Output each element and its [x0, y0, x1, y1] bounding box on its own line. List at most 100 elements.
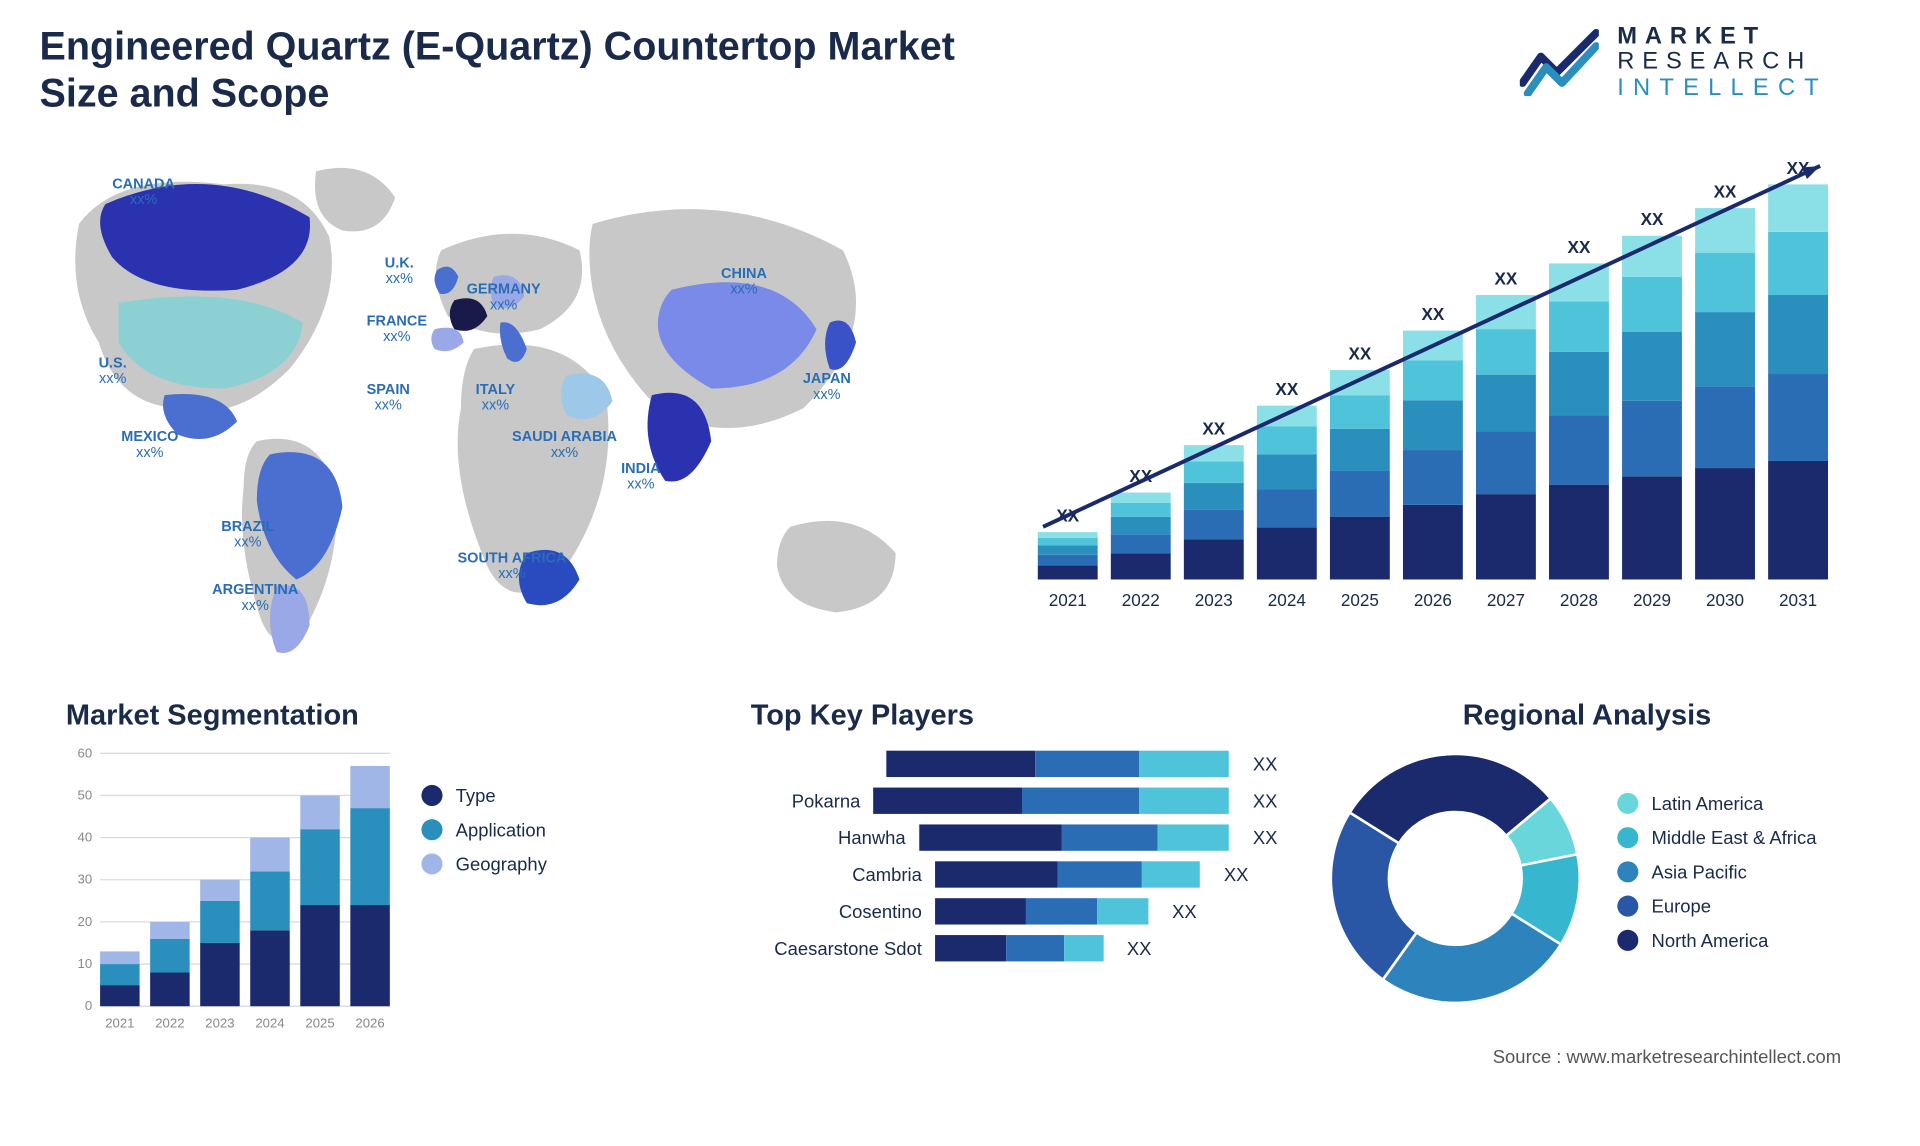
forecast-bar-seg [1768, 184, 1828, 231]
seg-bar-seg [200, 880, 240, 901]
player-row: CosentinoXX [751, 898, 1278, 924]
forecast-bar-seg [1038, 538, 1098, 546]
map-label-brazil: BRAZILxx% [221, 519, 274, 551]
player-value: XX [1253, 790, 1278, 811]
legend-label: Asia Pacific [1652, 861, 1747, 882]
segmentation-chart: 0102030405060202120222023202420252026 [66, 745, 395, 1035]
legend-swatch-icon [1617, 827, 1638, 848]
seg-bar-seg [300, 905, 340, 1006]
map-label-canada: CANADAxx% [112, 176, 175, 208]
map-label-italy: ITALYxx% [476, 382, 515, 414]
forecast-bar-seg [1111, 534, 1171, 553]
player-bar-seg [1061, 824, 1158, 850]
player-name: Pokarna [751, 790, 861, 811]
forecast-bar-seg [1038, 555, 1098, 565]
forecast-bar-seg [1403, 360, 1463, 400]
forecast-bar-seg [1622, 332, 1682, 401]
forecast-year-label: 2028 [1560, 591, 1598, 610]
forecast-bar-seg [1184, 539, 1244, 579]
player-bar [935, 861, 1200, 887]
regional-legend-item: Middle East & Africa [1617, 827, 1816, 848]
player-name: Cambria [751, 864, 922, 885]
legend-swatch-icon [1617, 896, 1638, 917]
player-bar-seg [1158, 824, 1229, 850]
logo-mark-icon [1520, 28, 1599, 96]
regional-title: Regional Analysis [1317, 698, 1857, 732]
seg-ytick: 60 [78, 745, 93, 760]
legend-swatch-icon [421, 785, 442, 806]
forecast-bar-seg [1549, 485, 1609, 580]
forecast-year-label: 2029 [1633, 591, 1671, 610]
regional-legend-item: North America [1617, 930, 1816, 951]
player-bar-seg [935, 935, 1006, 961]
player-value: XX [1127, 938, 1152, 959]
player-row: Pokarna XX [751, 788, 1278, 814]
player-bar-seg [919, 824, 1061, 850]
player-bar-seg [1139, 788, 1230, 814]
forecast-year-label: 2027 [1487, 591, 1525, 610]
source-text: Source : www.marketresearchintellect.com [1493, 1046, 1841, 1067]
legend-label: Application [456, 819, 546, 840]
player-bar [935, 898, 1148, 924]
legend-label: Europe [1652, 896, 1711, 917]
forecast-bar-seg [1330, 471, 1390, 517]
map-label-spain: SPAINxx% [367, 382, 410, 414]
player-value: XX [1172, 901, 1197, 922]
forecast-bar-seg [1476, 329, 1536, 375]
forecast-bar-seg [1549, 301, 1609, 352]
segmentation-legend: TypeApplicationGeography [421, 745, 546, 1035]
forecast-year-label: 2030 [1706, 591, 1744, 610]
player-bar-seg [935, 898, 1026, 924]
forecast-bar-seg [1622, 401, 1682, 477]
player-bar [919, 824, 1229, 850]
player-bar-seg [1058, 861, 1142, 887]
forecast-bar-seg [1184, 461, 1244, 482]
segmentation-panel: Market Segmentation 01020304050602021202… [66, 698, 632, 1040]
seg-bar-seg [100, 964, 140, 985]
forecast-bar-seg [1695, 312, 1755, 386]
map-country-spain [431, 328, 463, 352]
seg-bar-seg [150, 939, 190, 973]
player-row: CambriaXX [751, 861, 1278, 887]
player-name: Hanwha [751, 827, 906, 848]
legend-swatch-icon [1617, 861, 1638, 882]
forecast-bar-seg [1257, 426, 1317, 454]
forecast-bar-seg [1111, 553, 1171, 579]
map-label-u-k-: U.K.xx% [385, 255, 414, 287]
player-bar [887, 751, 1230, 777]
regional-donut-chart [1317, 740, 1594, 1017]
forecast-year-label: 2021 [1049, 591, 1087, 610]
forecast-bar-seg [1695, 386, 1755, 468]
seg-bar-seg [250, 930, 290, 1006]
player-bar-seg [874, 788, 1023, 814]
seg-xlabel: 2021 [105, 1015, 134, 1030]
map-label-u-s-: U.S.xx% [99, 356, 127, 388]
forecast-bar-seg [1111, 493, 1171, 503]
map-label-mexico: MEXICOxx% [121, 429, 178, 461]
seg-xlabel: 2024 [255, 1015, 284, 1030]
legend-label: Geography [456, 853, 547, 874]
legend-swatch-icon [1617, 930, 1638, 951]
seg-bar-seg [200, 901, 240, 943]
forecast-bar-seg [1476, 375, 1536, 432]
legend-label: Middle East & Africa [1652, 827, 1817, 848]
forecast-bar-label: XX [1495, 269, 1518, 288]
forecast-year-label: 2023 [1195, 591, 1233, 610]
seg-xlabel: 2023 [205, 1015, 234, 1030]
regional-legend-item: Asia Pacific [1617, 861, 1816, 882]
player-bar-seg [1006, 935, 1064, 961]
forecast-bar-seg [1403, 400, 1463, 450]
seg-ytick: 10 [78, 956, 93, 971]
forecast-bar-seg [1695, 468, 1755, 579]
map-label-france: FRANCExx% [367, 313, 427, 345]
forecast-bar-seg [1549, 415, 1609, 485]
forecast-bar-seg [1403, 450, 1463, 505]
forecast-bar-label: XX [1421, 305, 1444, 324]
forecast-bar-seg [1038, 532, 1098, 538]
seg-bar-seg [100, 985, 140, 1006]
seg-bar-seg [300, 829, 340, 905]
page-title: Engineered Quartz (E-Quartz) Countertop … [40, 24, 988, 119]
forecast-bar-seg [1768, 232, 1828, 295]
players-title: Top Key Players [751, 698, 1278, 732]
seg-bar-seg [350, 766, 390, 808]
